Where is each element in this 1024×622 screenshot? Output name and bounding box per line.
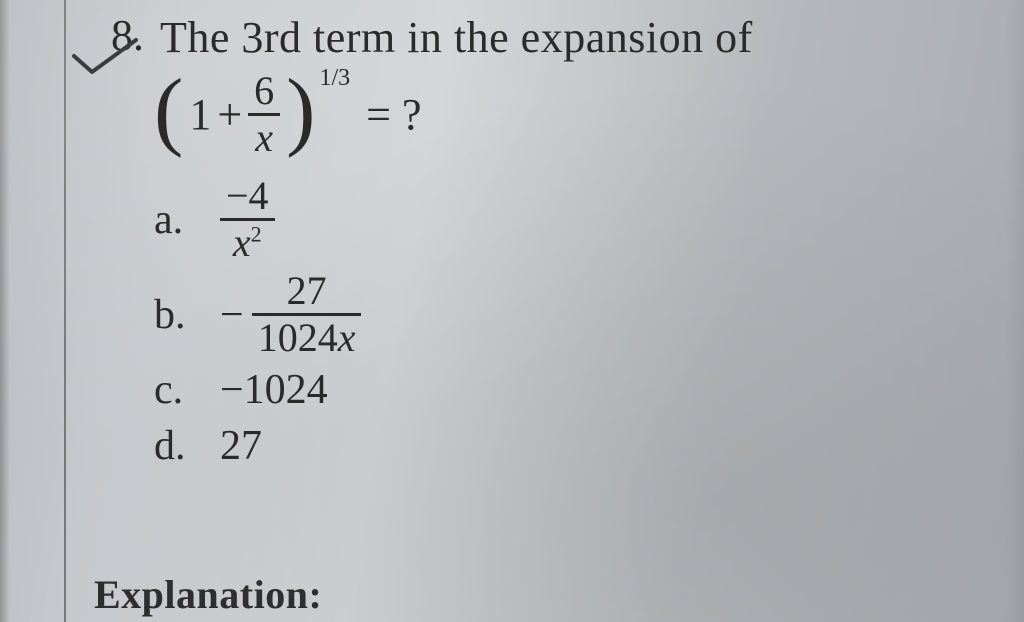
option-d-letter: d.: [154, 422, 198, 470]
explanation-heading: Explanation:: [94, 571, 322, 618]
option-a-den-base: x: [233, 220, 251, 265]
question-number: 8.: [111, 11, 144, 60]
option-b: b. − 27 1024x: [154, 271, 1024, 358]
option-a-value: −4 x2: [220, 176, 275, 263]
open-paren: (: [154, 80, 183, 142]
option-b-den-x: x: [338, 315, 356, 360]
expr-plus: +: [217, 89, 242, 140]
option-d-value: 27: [220, 422, 262, 470]
option-b-den: 1024x: [252, 318, 362, 358]
option-b-fraction: 27 1024x: [252, 271, 362, 358]
question-text: The 3rd term in the expansion of: [160, 10, 753, 65]
option-b-minus: −: [220, 291, 244, 339]
expr-frac-den: x: [249, 118, 279, 158]
question-number-wrap: 8.: [90, 10, 150, 61]
option-c: c. −1024: [154, 366, 1024, 414]
expr-fraction: 6 x: [248, 71, 280, 158]
expr-one: 1: [189, 89, 211, 140]
options-list: a. −4 x2 b. − 27 1024x: [154, 176, 1024, 470]
margin-rule: [64, 0, 66, 622]
option-a-den: x2: [227, 223, 268, 263]
option-b-value: − 27 1024x: [220, 271, 361, 358]
page-left-shadow: [0, 0, 10, 622]
expr-frac-num: 6: [248, 71, 280, 111]
option-c-value: −1024: [220, 366, 328, 414]
option-b-den-coeff: 1024: [258, 315, 338, 360]
option-a-den-sup: 2: [251, 222, 262, 247]
option-c-letter: c.: [154, 366, 198, 414]
option-b-num: 27: [281, 271, 333, 311]
expr-exponent: 1/3: [319, 65, 350, 92]
option-a: a. −4 x2: [154, 176, 1024, 263]
question-heading-row: 8. The 3rd term in the expansion of: [90, 10, 1024, 65]
option-a-letter: a.: [154, 196, 198, 244]
expr-equals: = ?: [366, 89, 421, 140]
option-b-letter: b.: [154, 291, 198, 339]
close-paren: ): [286, 80, 315, 142]
question-block: 8. The 3rd term in the expansion of ( 1 …: [90, 10, 1024, 478]
option-a-num: −4: [220, 176, 275, 216]
question-expression: ( 1 + 6 x ) 1/3 = ?: [154, 71, 1024, 158]
option-a-fraction: −4 x2: [220, 176, 275, 263]
option-d: d. 27: [154, 422, 1024, 470]
